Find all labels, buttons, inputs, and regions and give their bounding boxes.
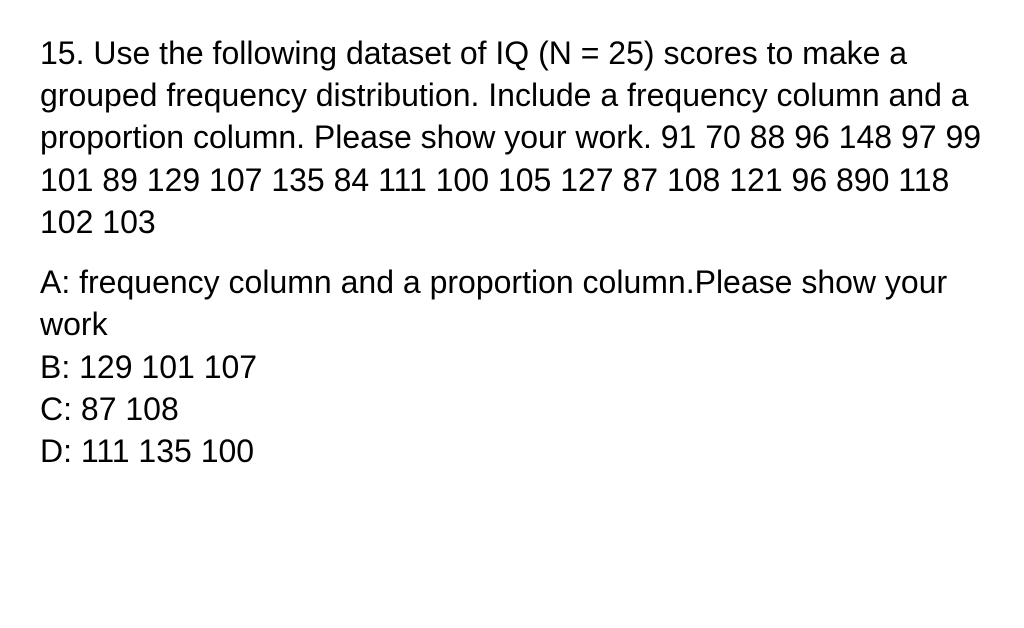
answer-d-label: D: [40, 433, 72, 469]
answer-c-text: 87 108 [81, 391, 179, 427]
question-text: Use the following dataset of IQ (N = 25)… [40, 35, 981, 240]
question-block: 15. Use the following dataset of IQ (N =… [40, 32, 984, 243]
answer-c: C: 87 108 [40, 388, 984, 430]
answer-a-text: frequency column and a proportion column… [40, 264, 947, 342]
answer-d-text: 111 135 100 [81, 433, 254, 469]
answer-a-label: A: [40, 264, 70, 300]
answer-a: A: frequency column and a proportion col… [40, 261, 984, 345]
answer-c-label: C: [40, 391, 72, 427]
answer-b-label: B: [40, 349, 70, 385]
answer-b: B: 129 101 107 [40, 346, 984, 388]
answer-d: D: 111 135 100 [40, 430, 984, 472]
answer-b-text: 129 101 107 [79, 349, 257, 385]
question-number: 15. [40, 35, 84, 71]
